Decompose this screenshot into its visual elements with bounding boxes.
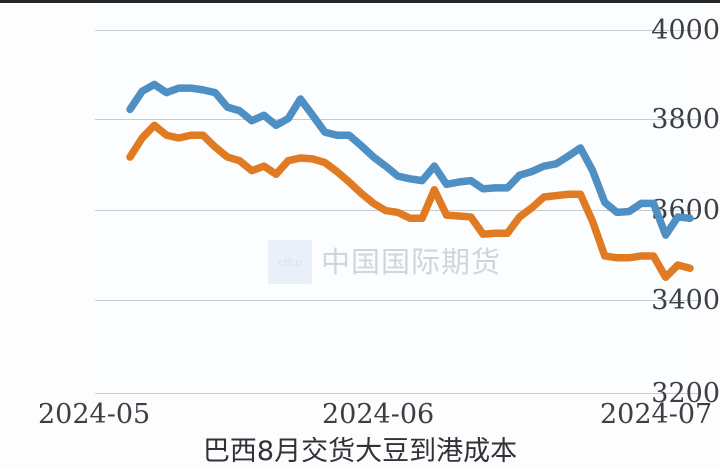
x-tick-label-2024-07: 2024-07 <box>600 399 713 430</box>
line-series-orange <box>126 121 694 282</box>
y-tick-label-3400: 3400 <box>651 285 720 316</box>
top-border-rule <box>0 0 720 3</box>
plot-area-background <box>95 4 700 393</box>
gridline-3800 <box>95 119 700 120</box>
line-series-blue <box>126 80 694 239</box>
gridline-4000 <box>95 30 700 31</box>
x-tick-label-2024-06: 2024-06 <box>322 399 435 430</box>
y-tick-label-3200: 3200 <box>651 378 720 409</box>
chart-caption: 巴西8月交货大豆到港成本 <box>202 437 518 467</box>
gridline-3400 <box>95 300 700 301</box>
y-tick-label-4000: 4000 <box>651 15 720 46</box>
x-tick-label-2024-05: 2024-05 <box>38 399 151 430</box>
gridline-3200 <box>95 393 700 394</box>
y-tick-label-3800: 3800 <box>651 104 720 135</box>
